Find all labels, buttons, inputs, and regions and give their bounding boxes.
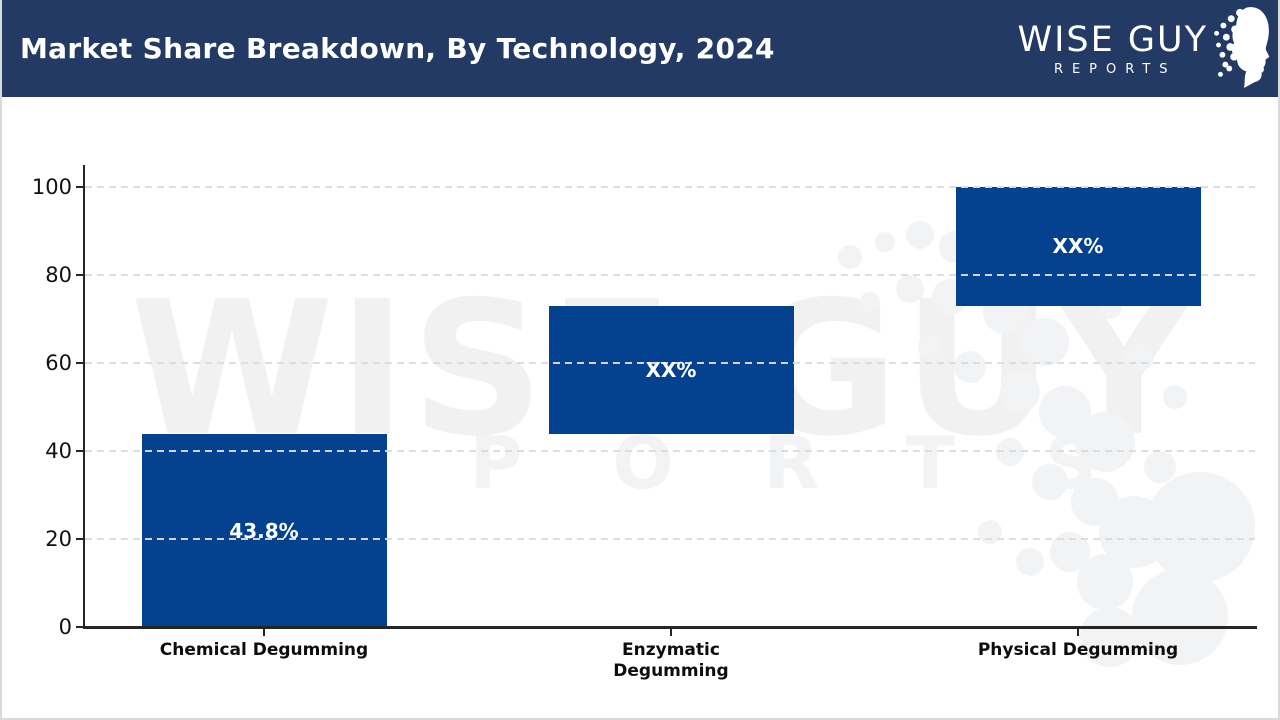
- bar-value-label: 43.8%: [229, 518, 299, 543]
- x-axis-category-label: Physical Degumming: [977, 640, 1179, 660]
- bar-value-label: XX%: [1052, 234, 1104, 259]
- y-axis-spine: [83, 165, 85, 628]
- x-axis-spine: [83, 626, 1257, 629]
- y-tick-mark: [76, 450, 84, 452]
- watermark-face-dots: [780, 197, 1260, 681]
- y-tick-label: 0: [58, 615, 72, 639]
- logo-subtitle: REPORTS: [1053, 62, 1177, 77]
- y-tick-mark: [76, 626, 84, 628]
- x-axis-category-label: Chemical Degumming: [159, 640, 369, 660]
- y-tick-label: 100: [31, 175, 72, 199]
- y-tick-mark: [76, 186, 84, 188]
- plot-area: WISE GUY REPORTS 0 20 40 60 80 100 43.8% Chemic…: [0, 97, 1280, 720]
- y-tick-mark: [76, 274, 84, 276]
- header-bar: Market Share Breakdown, By Technology, 2…: [0, 0, 1280, 97]
- x-tick-mark: [670, 628, 672, 636]
- y-tick-label: 40: [45, 439, 72, 463]
- x-tick-mark: [263, 628, 265, 636]
- gridline: [85, 186, 1255, 188]
- gridline: [85, 274, 1255, 276]
- gridline: [85, 450, 1255, 452]
- gridline: [85, 362, 1255, 364]
- y-tick-label: 80: [45, 263, 72, 287]
- y-tick-label: 20: [45, 527, 72, 551]
- x-axis-category-label: Enzymatic Degumming: [613, 640, 729, 681]
- bar-segment: 43.8%: [141, 434, 387, 627]
- x-tick-mark: [1077, 628, 1079, 636]
- page-title: Market Share Breakdown, By Technology, 2…: [20, 32, 775, 65]
- bar-segment: XX%: [548, 305, 794, 435]
- gridline: [85, 538, 1255, 540]
- bar-segment: XX%: [955, 187, 1201, 306]
- bar-value-label: XX%: [645, 358, 697, 383]
- wise-guy-reports-logo: WISE GUY REPORTS: [1017, 4, 1272, 94]
- y-tick-mark: [76, 538, 84, 540]
- wiseguy-face-icon: [1210, 4, 1272, 94]
- y-tick-mark: [76, 362, 84, 364]
- logo-wordmark: WISE GUY: [1017, 20, 1208, 60]
- y-tick-label: 60: [45, 351, 72, 375]
- logo-text: WISE GUY REPORTS: [1017, 21, 1208, 77]
